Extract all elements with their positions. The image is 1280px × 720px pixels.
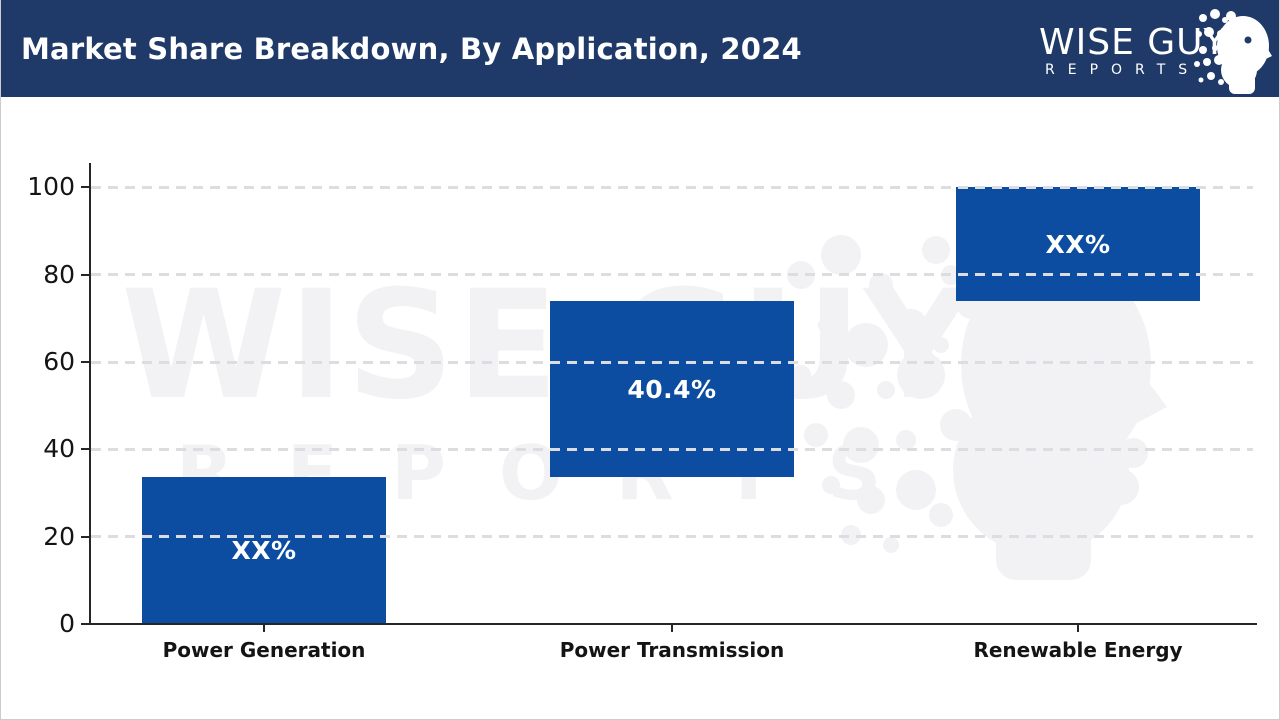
y-axis-tick <box>81 535 89 538</box>
x-axis-line <box>89 623 1257 625</box>
x-axis-category-label: Power Generation <box>162 638 366 662</box>
bar-value-label: XX% <box>231 536 297 566</box>
bar-value-label: 40.4% <box>627 374 717 404</box>
y-axis-tick-label: 20 <box>43 521 75 551</box>
y-axis-tick-label: 80 <box>43 259 75 289</box>
x-axis-category-label: Renewable Energy <box>973 638 1183 662</box>
bar-renewable-energy: XX% <box>956 187 1200 301</box>
gridline-40 <box>91 447 1253 451</box>
y-axis-tick-label: 0 <box>59 609 75 638</box>
x-axis-category-label: Power Transmission <box>559 638 785 662</box>
y-axis-tick-label: 100 <box>27 172 75 202</box>
y-axis-line <box>89 163 91 625</box>
gridline-80 <box>91 273 1253 277</box>
y-axis-tick <box>81 623 89 625</box>
x-axis-tick <box>1077 625 1079 632</box>
eye-dot <box>1244 36 1252 44</box>
gridline-20 <box>91 535 1253 539</box>
y-axis-tick-label: 60 <box>43 347 75 377</box>
y-axis-tick <box>81 273 89 276</box>
brand-name: WISE GUY <box>1039 22 1227 63</box>
brand-subtitle: REPORTS <box>1045 62 1201 78</box>
brand-face-icon <box>1194 9 1272 94</box>
header: Market Share Breakdown, By Application, … <box>1 0 1279 97</box>
x-axis-tick <box>671 625 673 632</box>
chart-title: Market Share Breakdown, By Application, … <box>21 31 802 66</box>
y-axis-tick <box>81 361 89 364</box>
gridline-100 <box>91 185 1253 189</box>
y-axis-tick-label: 40 <box>43 434 75 464</box>
x-axis-tick <box>263 625 265 632</box>
y-axis-tick <box>81 448 89 451</box>
y-axis-tick <box>81 186 89 189</box>
gridline-60 <box>91 360 1253 364</box>
bar-power-generation: XX% <box>142 477 386 624</box>
bar-value-label: XX% <box>1045 229 1111 259</box>
